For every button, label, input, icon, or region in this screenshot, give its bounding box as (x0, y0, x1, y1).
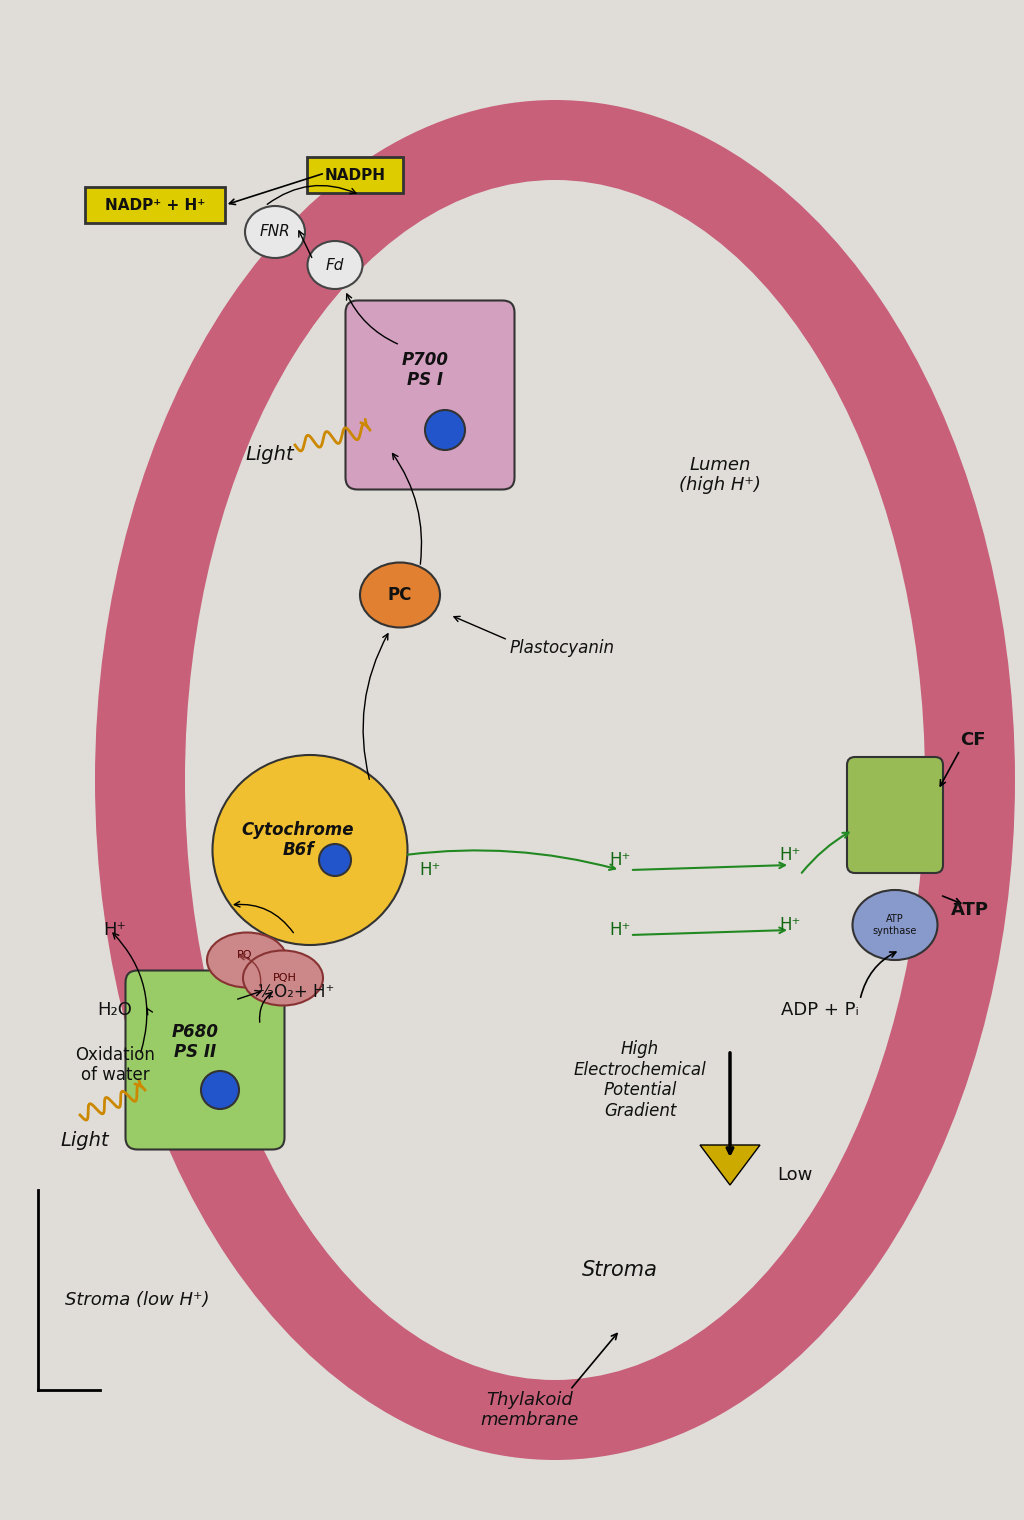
Text: Light: Light (245, 445, 294, 465)
Text: Plastocyanin: Plastocyanin (510, 638, 615, 657)
Text: ADP + Pᵢ: ADP + Pᵢ (781, 1002, 859, 1018)
Ellipse shape (425, 410, 465, 450)
Text: PC: PC (388, 587, 413, 603)
Ellipse shape (360, 562, 440, 628)
Text: H⁺: H⁺ (419, 860, 440, 879)
Ellipse shape (95, 100, 1015, 1461)
Ellipse shape (185, 179, 925, 1380)
Text: Fd: Fd (326, 257, 344, 272)
Text: Cytochrome
B6f: Cytochrome B6f (242, 821, 354, 859)
Text: NADP⁺ + H⁺: NADP⁺ + H⁺ (104, 198, 205, 213)
Text: Thylakoid
membrane: Thylakoid membrane (481, 1391, 580, 1429)
Text: H⁺: H⁺ (609, 851, 631, 869)
Text: CF: CF (961, 731, 985, 749)
Text: Oxidation
of water: Oxidation of water (75, 1046, 155, 1084)
Ellipse shape (245, 207, 305, 258)
Text: PQ: PQ (238, 950, 253, 961)
Ellipse shape (207, 932, 287, 988)
Ellipse shape (213, 755, 408, 945)
Text: P680
PS II: P680 PS II (171, 1023, 218, 1061)
Text: NADPH: NADPH (325, 167, 385, 182)
Ellipse shape (243, 950, 323, 1006)
Text: H⁺: H⁺ (779, 847, 801, 863)
Text: P700
PS I: P700 PS I (401, 351, 449, 389)
Ellipse shape (853, 891, 938, 961)
Text: ½O₂+ H⁺: ½O₂+ H⁺ (258, 983, 335, 1002)
FancyBboxPatch shape (345, 301, 514, 489)
FancyBboxPatch shape (847, 757, 943, 872)
Text: Stroma: Stroma (582, 1260, 658, 1280)
Text: ATP: ATP (951, 901, 989, 920)
Ellipse shape (201, 1072, 239, 1110)
Text: H₂O: H₂O (97, 1002, 132, 1018)
Text: Low: Low (777, 1166, 813, 1184)
FancyBboxPatch shape (85, 187, 225, 223)
Ellipse shape (307, 242, 362, 289)
FancyBboxPatch shape (126, 970, 285, 1149)
Ellipse shape (319, 844, 351, 876)
Text: H⁺: H⁺ (609, 921, 631, 939)
Text: FNR: FNR (260, 225, 291, 240)
Text: High
Electrochemical
Potential
Gradient: High Electrochemical Potential Gradient (573, 1040, 707, 1120)
Text: ATP
synthase: ATP synthase (872, 914, 918, 936)
Text: Lumen
(high H⁺): Lumen (high H⁺) (679, 456, 761, 494)
FancyBboxPatch shape (307, 157, 403, 193)
Text: H⁺: H⁺ (103, 921, 126, 939)
Text: H⁺: H⁺ (779, 917, 801, 933)
Text: PQH: PQH (273, 973, 297, 983)
Text: Light: Light (60, 1131, 109, 1149)
Text: Stroma (low H⁺): Stroma (low H⁺) (65, 1290, 210, 1309)
Polygon shape (700, 1145, 760, 1186)
